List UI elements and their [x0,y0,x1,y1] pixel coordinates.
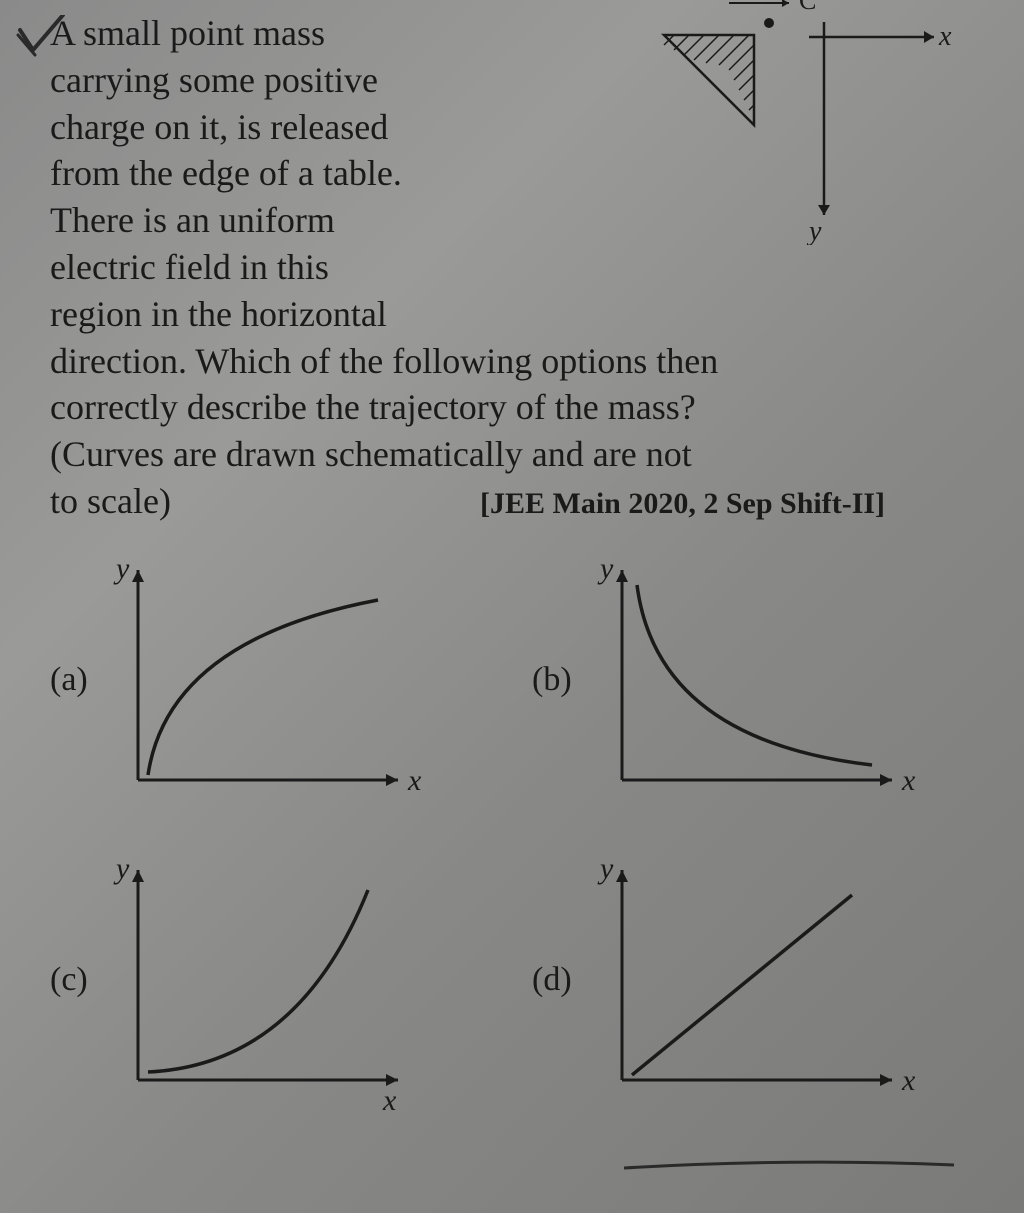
option-c: (c) y x [50,840,512,1120]
problem-diagram: C x y [634,0,954,245]
option-d: (d) y x [532,840,994,1120]
question-text-line: from the edge of a table. [50,150,670,197]
svg-text:x: x [901,1064,916,1097]
diagram-c-label: C [799,0,816,15]
svg-text:x: x [407,764,422,797]
option-a-label: (a) [50,661,88,699]
option-c-label: (c) [50,961,88,999]
question-text-line: A small point mass [50,10,670,57]
option-b-graph: y x [582,540,922,820]
option-a-graph: y x [98,540,438,820]
option-c-graph: y x [98,840,438,1120]
question-text-line: electric field in this [50,244,670,291]
page-bottom-mark [614,1153,964,1183]
question-text-line: region in the horizontal [50,291,670,338]
question-text-line: There is an uniform [50,197,670,244]
svg-text:y: y [113,552,130,585]
question-block: A small point mass carrying some positiv… [50,10,994,525]
source-reference: [JEE Main 2020, 2 Sep Shift-II] [480,487,885,521]
question-text-line: direction. Which of the following option… [50,338,994,385]
diagram-x-label: x [938,21,952,52]
question-text-line: charge on it, is released [50,104,670,151]
option-b-label: (b) [532,661,572,699]
svg-text:y: y [597,852,614,885]
option-d-graph: y x [582,840,922,1120]
svg-text:x: x [382,1084,397,1117]
question-text-line: (Curves are drawn schematically and are … [50,431,994,478]
option-d-label: (d) [532,961,572,999]
svg-text:x: x [901,764,916,797]
pencil-checkmark [15,15,65,65]
options-grid: (a) y x (b) [50,540,994,1120]
svg-text:y: y [113,852,130,885]
option-a: (a) y x [50,540,512,820]
question-text-line: correctly describe the trajectory of the… [50,384,994,431]
question-text-line: to scale) [50,478,200,525]
page-content: A small point mass carrying some positiv… [0,0,1024,1140]
diagram-y-label: y [806,216,822,245]
svg-text:y: y [597,552,614,585]
question-text-line: carrying some positive [50,57,670,104]
option-b: (b) y x [532,540,994,820]
